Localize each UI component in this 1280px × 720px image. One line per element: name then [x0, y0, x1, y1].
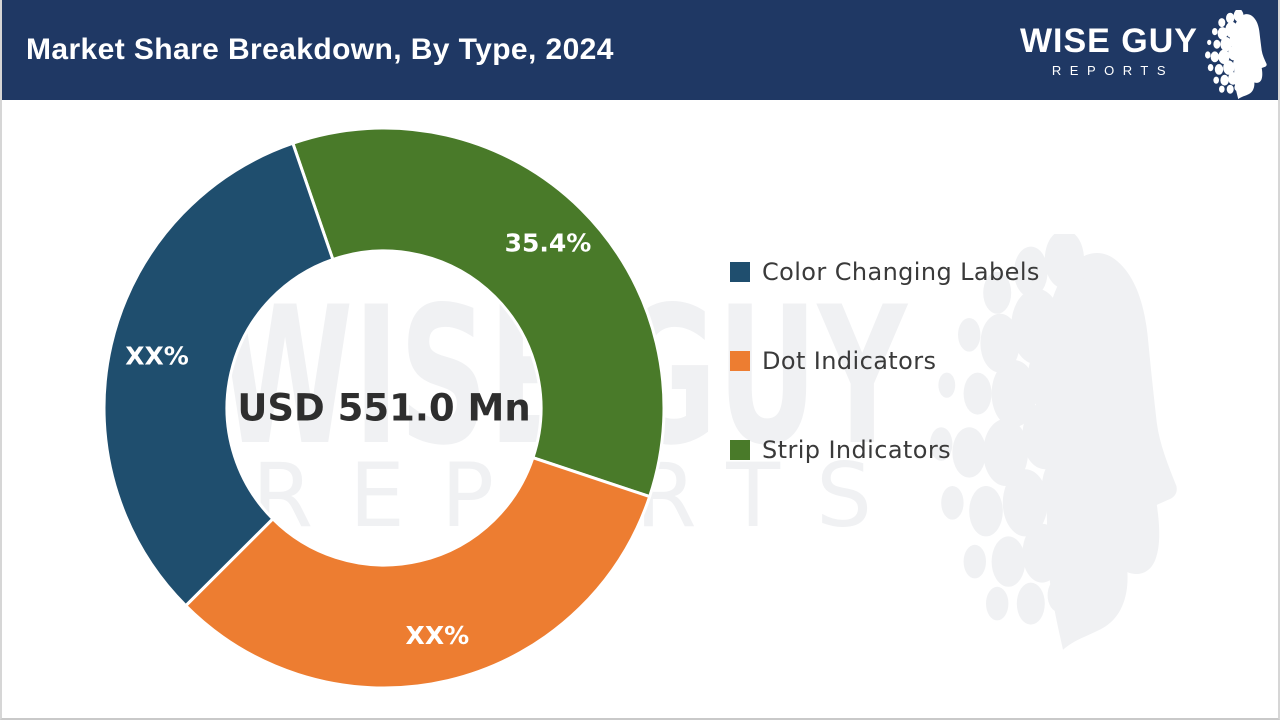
legend-label-dot-indicators: Dot Indicators	[762, 347, 937, 375]
legend-item-color-changing-labels: Color Changing Labels	[730, 258, 1040, 286]
segment-label-color-changing-labels: XX%	[125, 341, 189, 370]
legend-item-strip-indicators: Strip Indicators	[730, 436, 1040, 464]
wise-guy-logo: WISE GUY REPORTS	[1020, 10, 1268, 100]
donut-chart: 35.4% XX% XX%	[102, 126, 666, 690]
legend: Color Changing Labels Dot Indicators Strip…	[730, 258, 1040, 525]
watermark-head-icon	[930, 234, 1177, 650]
legend-swatch-color-changing-labels	[730, 262, 750, 282]
pie-segment-strip-indicators	[290, 126, 666, 499]
pie-segment-color-changing-labels	[102, 141, 335, 608]
page-title: Market Share Breakdown, By Type, 2024	[26, 33, 614, 66]
segment-label-strip-indicators: 35.4%	[505, 228, 592, 257]
logo-wordmark: WISE GUY REPORTS	[1019, 22, 1198, 78]
logo-line2: REPORTS	[1051, 62, 1175, 78]
legend-label-strip-indicators: Strip Indicators	[762, 436, 952, 464]
pie-segment-dot-indicators	[183, 455, 652, 690]
legend-item-dot-indicators: Dot Indicators	[730, 347, 1040, 375]
logo-line1: WISE GUY	[1019, 22, 1198, 60]
legend-swatch-strip-indicators	[730, 440, 750, 460]
legend-label-color-changing-labels: Color Changing Labels	[762, 258, 1040, 286]
legend-swatch-dot-indicators	[730, 351, 750, 371]
chart-area: WISE GUY REPORTS 35.4%XX%XX% USD 551.0 M…	[2, 100, 1278, 718]
header-bar: Market Share Breakdown, By Type, 2024 WI…	[2, 0, 1278, 100]
logo-head-icon	[1205, 10, 1267, 100]
segment-label-dot-indicators: XX%	[406, 621, 470, 650]
donut-center-label: USD 551.0 Mn	[237, 386, 531, 430]
